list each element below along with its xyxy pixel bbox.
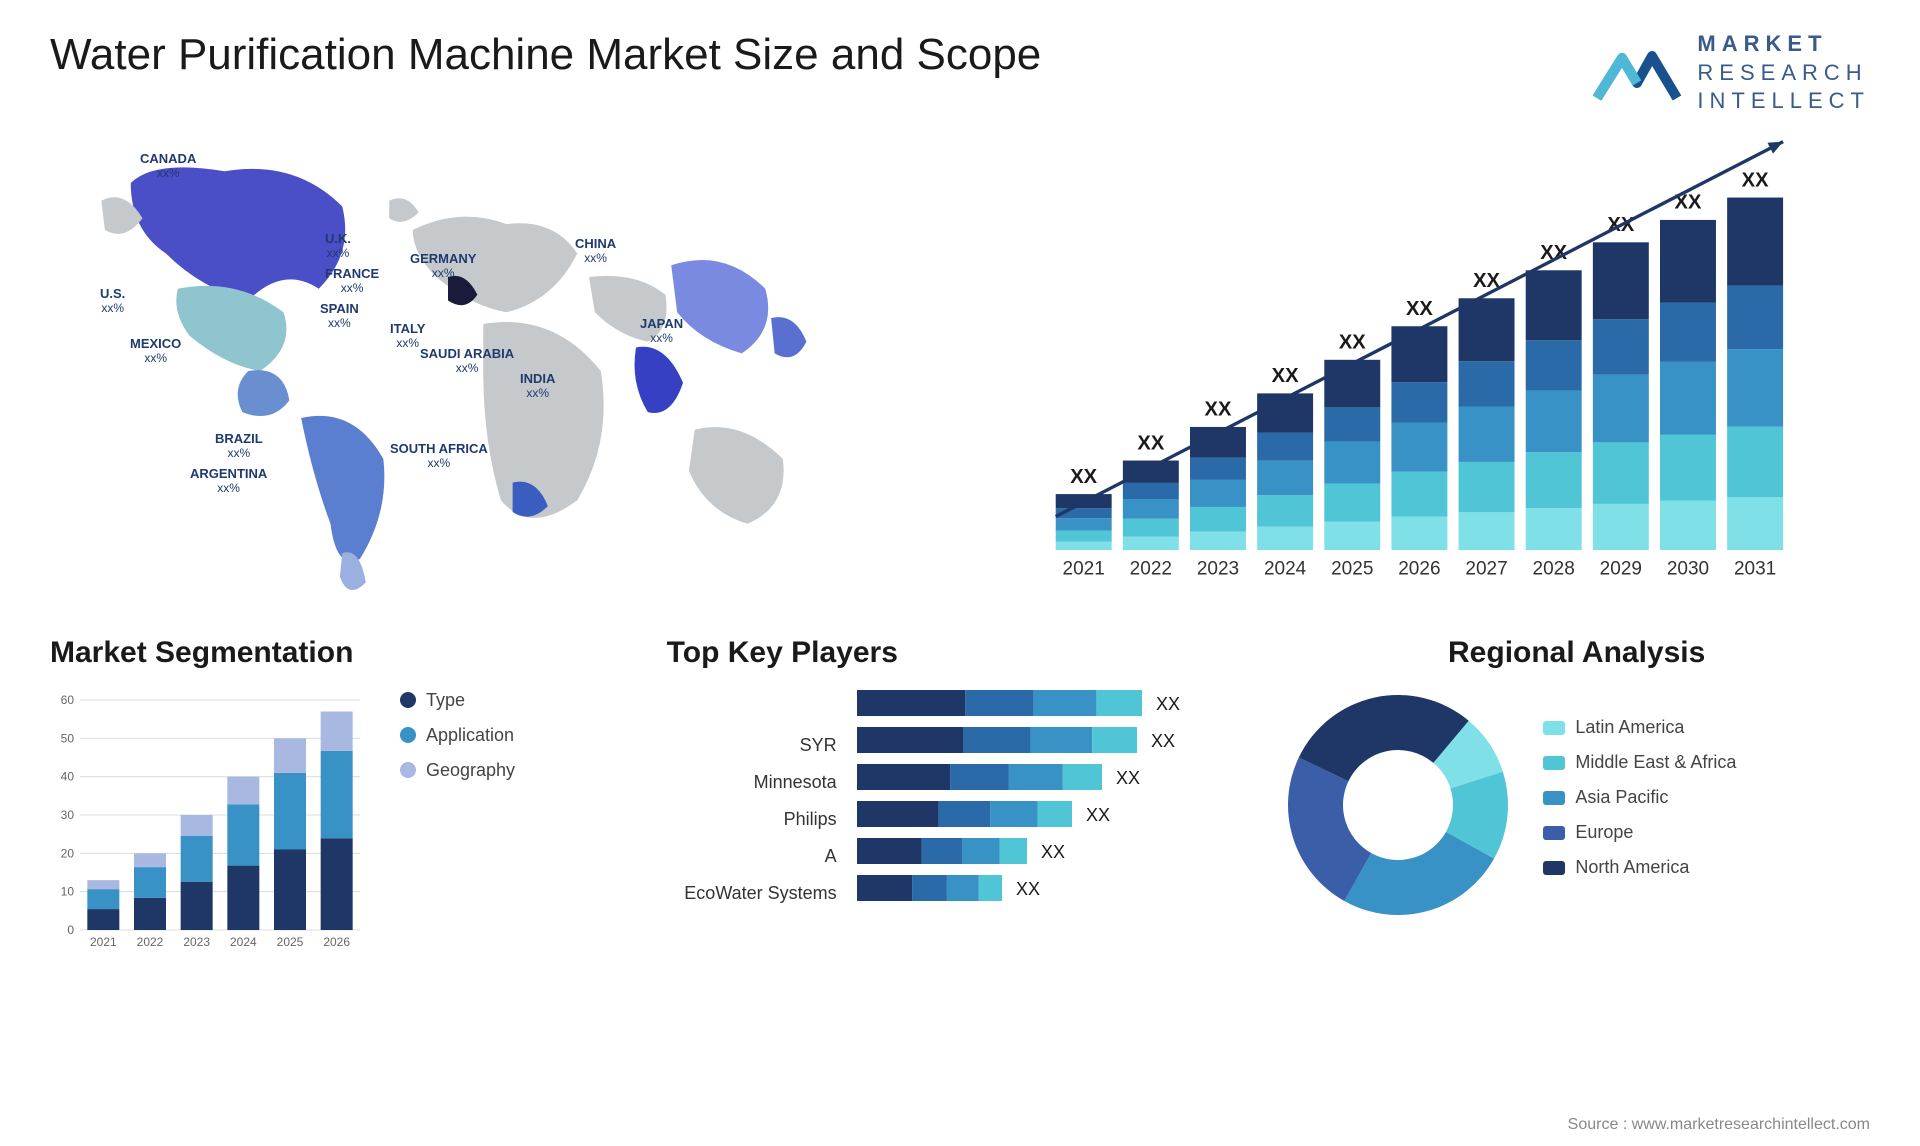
world-map-panel: CANADAxx% U.S.xx%MEXICOxx% U.K.xx% FRANCExx… bbox=[50, 136, 940, 606]
svg-text:XX: XX bbox=[1041, 842, 1065, 862]
svg-text:2024: 2024 bbox=[1264, 558, 1307, 579]
map-label: FRANCExx% bbox=[325, 266, 379, 296]
map-label: SPAINxx% bbox=[320, 301, 359, 331]
svg-text:2026: 2026 bbox=[1398, 558, 1440, 579]
map-label: SOUTH AFRICAxx% bbox=[390, 441, 488, 471]
map-label: MEXICOxx% bbox=[130, 336, 181, 366]
svg-text:XX: XX bbox=[1339, 331, 1366, 353]
svg-text:2027: 2027 bbox=[1465, 558, 1507, 579]
segmentation-title: Market Segmentation bbox=[50, 636, 637, 670]
legend-item: Europe bbox=[1543, 822, 1736, 843]
legend-item: Latin America bbox=[1543, 717, 1736, 738]
svg-text:2031: 2031 bbox=[1734, 558, 1776, 579]
logo-line3: INTELLECT bbox=[1697, 87, 1870, 116]
svg-text:XX: XX bbox=[1272, 365, 1299, 387]
growth-bar-chart: XX 2021 XX 2022 XX 2023 XX 2024 XX 2025 XX 2026 XX 20… bbox=[980, 136, 1870, 606]
segmentation-panel: Market Segmentation 0 10 20 30 40 50 60 2021 202… bbox=[50, 636, 637, 960]
svg-text:2023: 2023 bbox=[1197, 558, 1239, 579]
map-label: U.S.xx% bbox=[100, 286, 125, 316]
players-title: Top Key Players bbox=[667, 636, 1254, 670]
svg-text:XX: XX bbox=[1156, 694, 1180, 714]
player-label: EcoWater Systems bbox=[684, 883, 836, 904]
logo-mark-icon bbox=[1592, 38, 1682, 108]
map-label: CANADAxx% bbox=[140, 151, 196, 181]
map-label: INDIAxx% bbox=[520, 371, 555, 401]
player-label: A bbox=[825, 846, 837, 867]
legend-item: Application bbox=[400, 725, 515, 746]
svg-text:XX: XX bbox=[1151, 731, 1175, 751]
svg-text:10: 10 bbox=[61, 884, 75, 898]
svg-text:2021: 2021 bbox=[90, 935, 117, 949]
map-label: ARGENTINAxx% bbox=[190, 466, 267, 496]
map-label: BRAZILxx% bbox=[215, 431, 263, 461]
svg-text:2028: 2028 bbox=[1533, 558, 1575, 579]
brand-logo: MARKET RESEARCH INTELLECT bbox=[1592, 30, 1870, 116]
svg-text:2030: 2030 bbox=[1667, 558, 1709, 579]
segmentation-chart: 0 10 20 30 40 50 60 2021 2022 2023 2024 2025 2026 bbox=[50, 690, 370, 960]
map-label: SAUDI ARABIAxx% bbox=[420, 346, 514, 376]
regional-legend: Latin America Middle East & Africa Asia Pa… bbox=[1543, 717, 1736, 892]
segmentation-legend: Type Application Geography bbox=[400, 690, 515, 960]
logo-line2: RESEARCH bbox=[1697, 59, 1870, 88]
legend-item: Middle East & Africa bbox=[1543, 752, 1736, 773]
svg-text:XX: XX bbox=[1116, 768, 1140, 788]
svg-text:2023: 2023 bbox=[183, 935, 210, 949]
svg-text:XX: XX bbox=[1086, 805, 1110, 825]
page-title: Water Purification Machine Market Size a… bbox=[50, 30, 1041, 80]
svg-text:2025: 2025 bbox=[277, 935, 304, 949]
svg-text:XX: XX bbox=[1016, 879, 1040, 899]
map-label: CHINAxx% bbox=[575, 236, 616, 266]
svg-text:50: 50 bbox=[61, 731, 75, 745]
svg-text:XX: XX bbox=[1205, 399, 1232, 421]
svg-text:0: 0 bbox=[67, 923, 74, 937]
svg-text:30: 30 bbox=[61, 808, 75, 822]
svg-text:2022: 2022 bbox=[1130, 558, 1172, 579]
legend-item: Geography bbox=[400, 760, 515, 781]
player-label: Minnesota bbox=[754, 772, 837, 793]
svg-text:2024: 2024 bbox=[230, 935, 257, 949]
legend-item: Asia Pacific bbox=[1543, 787, 1736, 808]
growth-chart-panel: XX 2021 XX 2022 XX 2023 XX 2024 XX 2025 XX 2026 XX 20… bbox=[980, 136, 1870, 606]
logo-line1: MARKET bbox=[1697, 30, 1870, 59]
svg-text:2022: 2022 bbox=[137, 935, 164, 949]
svg-text:2029: 2029 bbox=[1600, 558, 1642, 579]
svg-text:2026: 2026 bbox=[323, 935, 350, 949]
regional-panel: Regional Analysis Latin America Middle Ea… bbox=[1283, 636, 1870, 960]
players-panel: Top Key Players SYR Minnesota Philips A EcoW… bbox=[667, 636, 1254, 960]
svg-text:20: 20 bbox=[61, 846, 75, 860]
source-text: Source : www.marketresearchintellect.com bbox=[1568, 1116, 1870, 1134]
svg-text:XX: XX bbox=[1406, 298, 1433, 320]
players-labels: SYR Minnesota Philips A EcoWater Systems bbox=[667, 690, 837, 912]
regional-title: Regional Analysis bbox=[1283, 636, 1870, 670]
regional-donut-chart bbox=[1283, 690, 1513, 920]
svg-text:XX: XX bbox=[1742, 169, 1769, 191]
players-chart: XXXXXXXXXXXX bbox=[857, 690, 1217, 912]
svg-text:60: 60 bbox=[61, 693, 75, 707]
legend-item: North America bbox=[1543, 857, 1736, 878]
player-label: SYR bbox=[800, 735, 837, 756]
map-label: U.K.xx% bbox=[325, 231, 351, 261]
legend-item: Type bbox=[400, 690, 515, 711]
svg-text:XX: XX bbox=[1070, 466, 1097, 488]
svg-text:XX: XX bbox=[1137, 432, 1164, 454]
map-label: JAPANxx% bbox=[640, 316, 683, 346]
map-label: GERMANYxx% bbox=[410, 251, 476, 281]
player-label: Philips bbox=[784, 809, 837, 830]
svg-text:40: 40 bbox=[61, 769, 75, 783]
svg-text:2025: 2025 bbox=[1331, 558, 1373, 579]
svg-text:2021: 2021 bbox=[1063, 558, 1105, 579]
